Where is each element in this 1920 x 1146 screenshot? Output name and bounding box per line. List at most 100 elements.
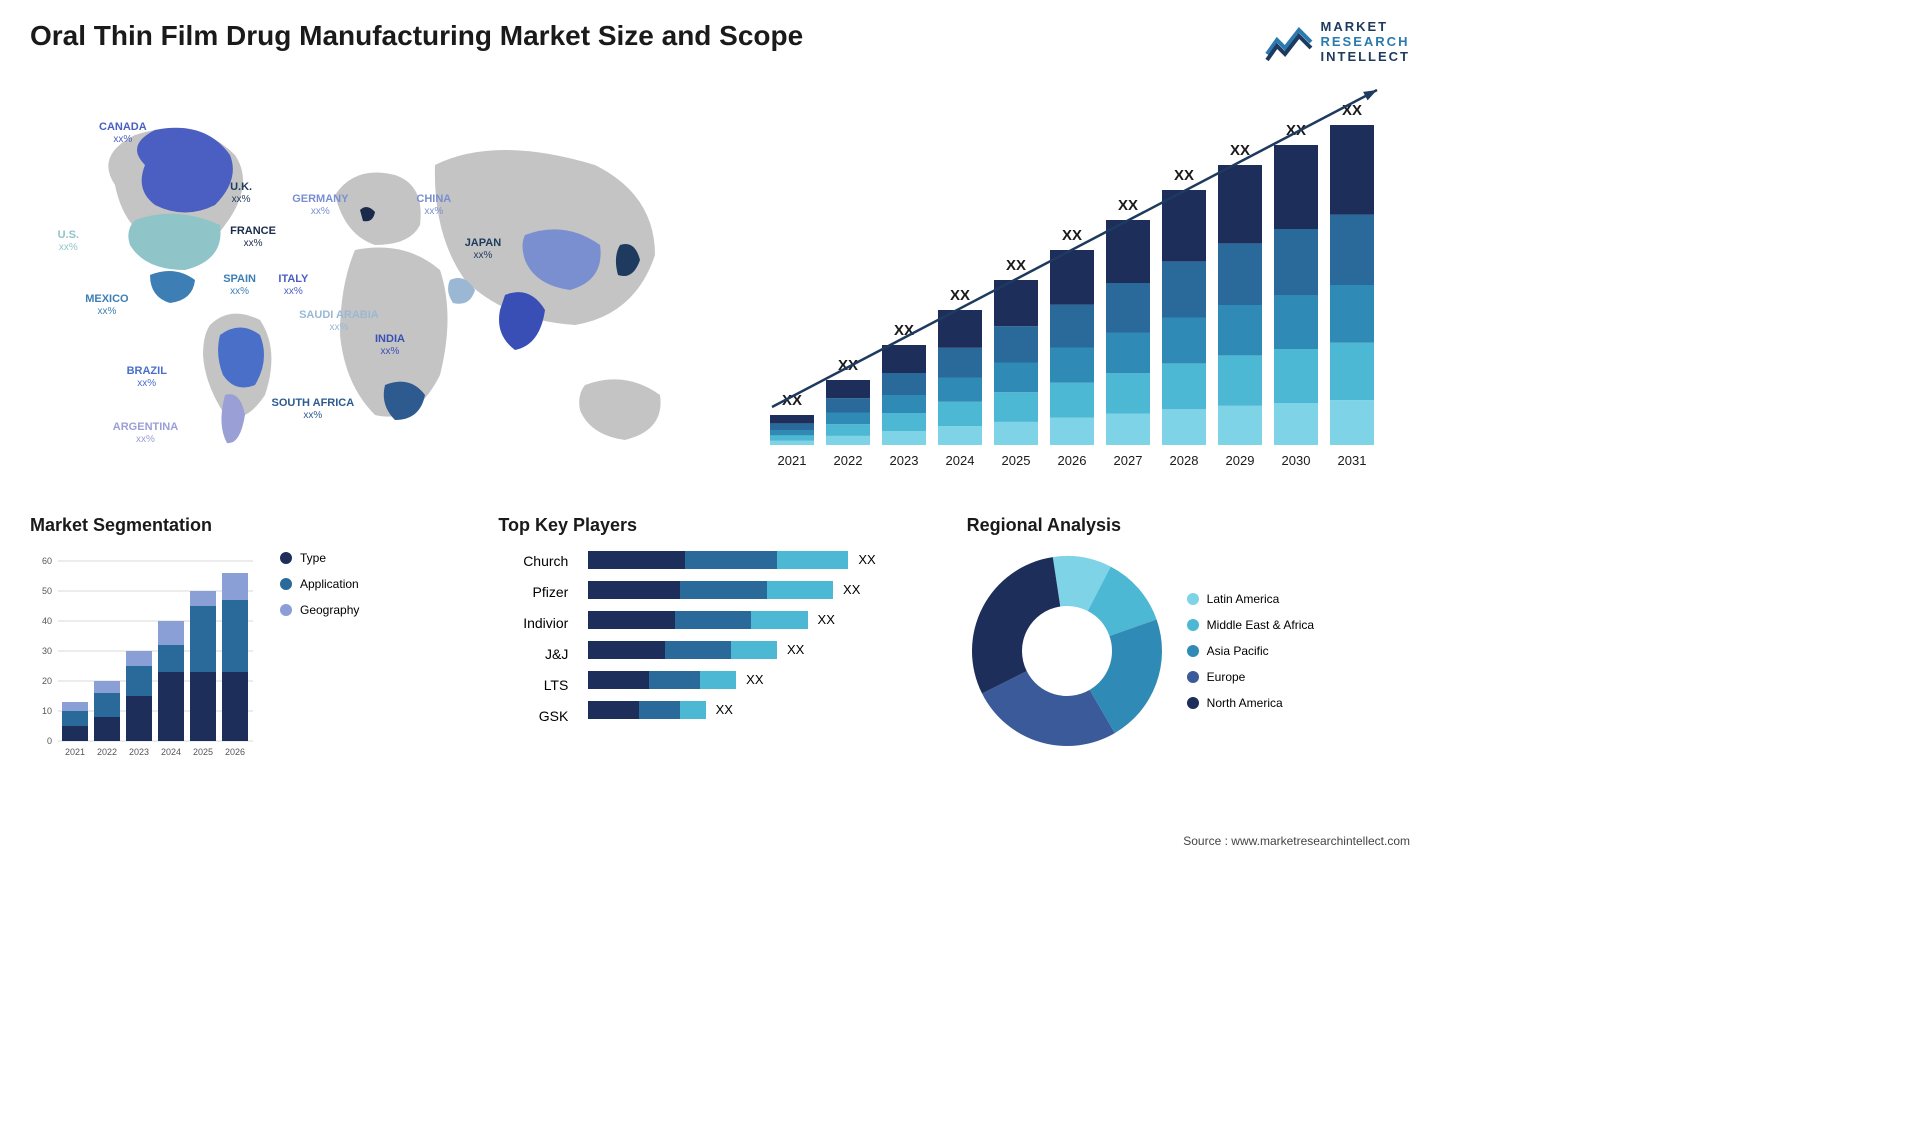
map-label: INDIAxx%: [375, 333, 405, 358]
kp-bar-row: XX: [588, 551, 875, 569]
kp-company-label: LTS: [498, 677, 568, 693]
legend-label: Latin America: [1207, 592, 1280, 606]
svg-text:2024: 2024: [946, 453, 975, 468]
map-label: ARGENTINAxx%: [113, 421, 178, 446]
legend-dot-icon: [280, 578, 292, 590]
logo-line3: INTELLECT: [1321, 50, 1411, 65]
kp-company-label: Pfizer: [498, 584, 568, 600]
svg-text:2021: 2021: [778, 453, 807, 468]
kp-value-label: XX: [858, 552, 875, 567]
kp-bar: [588, 611, 807, 629]
svg-text:10: 10: [42, 706, 52, 716]
kp-company-label: Indivior: [498, 615, 568, 631]
map-label: CHINAxx%: [416, 193, 451, 218]
legend-dot-icon: [1187, 645, 1199, 657]
kp-bar: [588, 551, 848, 569]
kp-bar-row: XX: [588, 611, 875, 629]
kp-bar-segment: [777, 551, 848, 569]
kp-bar-row: XX: [588, 641, 875, 659]
kp-company-label: J&J: [498, 646, 568, 662]
kp-bar-segment: [588, 701, 639, 719]
kp-bar-segment: [675, 611, 751, 629]
svg-text:2029: 2029: [1226, 453, 1255, 468]
kp-bar: [588, 581, 833, 599]
svg-text:40: 40: [42, 616, 52, 626]
svg-text:2022: 2022: [834, 453, 863, 468]
svg-text:XX: XX: [1006, 257, 1026, 274]
kp-bars: XXXXXXXXXXXX: [588, 551, 875, 719]
svg-text:XX: XX: [1118, 197, 1138, 214]
regional-title: Regional Analysis: [967, 515, 1410, 536]
kp-bar-segment: [588, 581, 680, 599]
segmentation-chart: 0102030405060 202120222023202420252026: [30, 551, 260, 761]
logo-line1: MARKET: [1321, 20, 1411, 35]
map-label: U.K.xx%: [230, 181, 252, 206]
svg-text:2023: 2023: [129, 747, 149, 757]
legend-dot-icon: [1187, 671, 1199, 683]
kp-company-label: GSK: [498, 708, 568, 724]
kp-value-label: XX: [716, 702, 733, 717]
regional-legend: Latin America Middle East & Africa Asia Pa…: [1187, 592, 1314, 710]
kp-bar-segment: [731, 641, 777, 659]
map-label: MEXICOxx%: [85, 293, 128, 318]
kp-bar-segment: [588, 611, 675, 629]
legend-dot-icon: [1187, 619, 1199, 631]
legend-label: North America: [1207, 696, 1283, 710]
kp-value-label: XX: [746, 672, 763, 687]
svg-text:XX: XX: [1174, 167, 1194, 184]
segmentation-section: Market Segmentation 0102030405060 202120…: [30, 515, 473, 785]
kp-company-label: Church: [498, 553, 568, 569]
kp-labels: Church Pfizer Indivior J&J LTS GSK: [498, 551, 568, 724]
kp-bar-segment: [751, 611, 807, 629]
map-label: JAPANxx%: [465, 237, 501, 262]
key-players-section: Top Key Players Church Pfizer Indivior J&J L…: [498, 515, 941, 785]
legend-item: Europe: [1187, 670, 1314, 684]
source-attribution: Source : www.marketresearchintellect.com: [1183, 834, 1410, 848]
svg-text:2026: 2026: [1058, 453, 1087, 468]
svg-text:2031: 2031: [1338, 453, 1367, 468]
map-label: GERMANYxx%: [292, 193, 348, 218]
segmentation-title: Market Segmentation: [30, 515, 473, 536]
svg-text:2026: 2026: [225, 747, 245, 757]
svg-text:2025: 2025: [193, 747, 213, 757]
main-chart-panel: XX2021XX2022XX2023XX2024XX2025XX2026XX20…: [750, 85, 1410, 485]
segmentation-legend: Type Application Geography: [280, 551, 359, 761]
kp-bar-segment: [685, 551, 777, 569]
map-label: FRANCExx%: [230, 225, 276, 250]
svg-text:20: 20: [42, 676, 52, 686]
svg-text:30: 30: [42, 646, 52, 656]
svg-text:XX: XX: [950, 287, 970, 304]
page-title: Oral Thin Film Drug Manufacturing Market…: [30, 20, 803, 52]
svg-text:2021: 2021: [65, 747, 85, 757]
svg-text:2024: 2024: [161, 747, 181, 757]
svg-text:2027: 2027: [1114, 453, 1143, 468]
legend-item: Middle East & Africa: [1187, 618, 1314, 632]
kp-bar-segment: [700, 671, 736, 689]
world-map-panel: CANADAxx%U.S.xx%MEXICOxx%BRAZILxx%ARGENT…: [30, 85, 720, 485]
legend-label: Application: [300, 577, 359, 591]
svg-text:2030: 2030: [1282, 453, 1311, 468]
legend-dot-icon: [1187, 697, 1199, 709]
legend-dot-icon: [1187, 593, 1199, 605]
svg-text:2028: 2028: [1170, 453, 1199, 468]
legend-label: Geography: [300, 603, 359, 617]
logo-mark-icon: [1265, 22, 1313, 62]
kp-bar: [588, 701, 705, 719]
legend-label: Asia Pacific: [1207, 644, 1269, 658]
map-label: U.S.xx%: [58, 229, 79, 254]
regional-donut-chart: [967, 551, 1167, 751]
svg-text:XX: XX: [1342, 102, 1362, 119]
svg-text:0: 0: [47, 736, 52, 746]
legend-item: Latin America: [1187, 592, 1314, 606]
map-label: BRAZILxx%: [127, 365, 167, 390]
kp-bar-segment: [680, 701, 705, 719]
kp-bar-segment: [588, 671, 649, 689]
legend-label: Europe: [1207, 670, 1246, 684]
kp-bar-segment: [767, 581, 833, 599]
legend-item: Type: [280, 551, 359, 565]
kp-bar-segment: [639, 701, 680, 719]
legend-dot-icon: [280, 552, 292, 564]
logo-line2: RESEARCH: [1321, 35, 1411, 50]
svg-text:XX: XX: [1230, 142, 1250, 159]
key-players-title: Top Key Players: [498, 515, 941, 536]
